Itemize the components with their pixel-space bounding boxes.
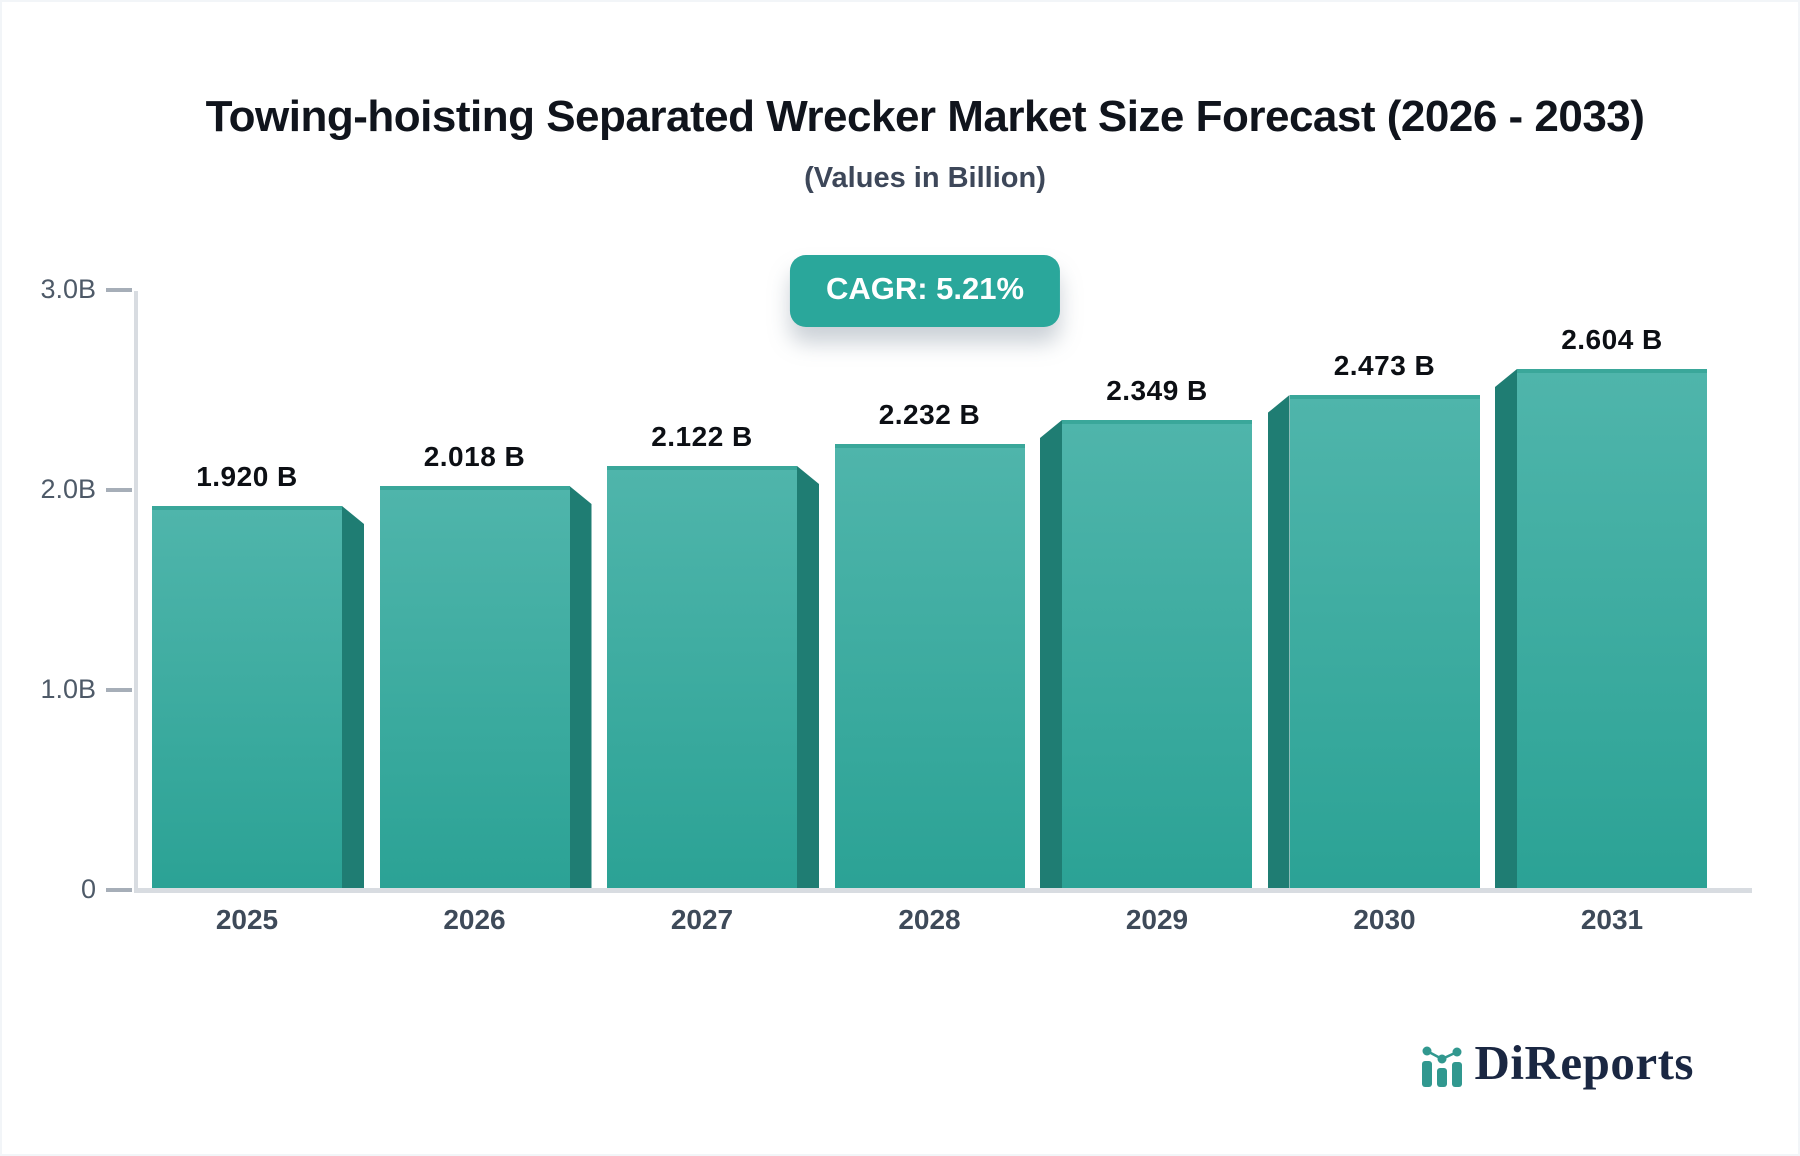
page-subtitle: (Values in Billion) [804, 162, 1046, 194]
bar-value-label: 2.473 B [1333, 350, 1436, 381]
bar-2031 [1517, 369, 1707, 890]
bar-side-face [1495, 369, 1517, 890]
bar-2030 [1289, 395, 1480, 890]
x-axis-line [134, 888, 1752, 893]
x-axis-label-2029: 2029 [1125, 904, 1189, 935]
bar-side-face [569, 486, 592, 890]
y-tick-mark [106, 888, 132, 892]
x-axis-label-2025: 2025 [215, 904, 279, 935]
logo-brand-text: DiReports [1474, 1035, 1694, 1090]
y-tick-label: 3.0B [40, 274, 96, 304]
bar-value-label: 2.018 B [423, 441, 526, 472]
cagr-badge: CAGR: 5.21% [789, 255, 1061, 327]
bar-side-face [342, 506, 364, 890]
y-tick-label: 1.0B [40, 674, 96, 704]
bar-2028 [834, 444, 1025, 890]
bar-2029 [1062, 420, 1252, 890]
x-axis-label-2028: 2028 [898, 904, 961, 935]
bar-side-face [797, 466, 819, 890]
y-tick-mark [106, 488, 132, 492]
bar-2026 [379, 486, 570, 890]
bar-value-label: 2.122 B [651, 421, 753, 452]
x-axis-label-2027: 2027 [670, 904, 734, 935]
x-axis-label-2030: 2030 [1353, 904, 1416, 935]
bar-value-label: 2.232 B [878, 399, 981, 430]
y-axis-line [134, 291, 138, 892]
x-axis-label-2026: 2026 [443, 904, 506, 935]
page-title: Towing-hoisting Separated Wrecker Market… [205, 92, 1645, 141]
bar-side-face [1267, 395, 1290, 890]
y-tick-mark [106, 688, 132, 692]
bar-value-label: 1.920 B [196, 461, 298, 492]
bar-2027 [607, 466, 797, 890]
y-tick-mark [106, 288, 132, 292]
y-tick-label: 2.0B [40, 474, 96, 504]
bar-value-label: 2.604 B [1561, 324, 1663, 355]
x-axis-label-2031: 2031 [1580, 904, 1644, 935]
bar-side-face [1040, 420, 1062, 890]
bar-chart-icon [1422, 1046, 1463, 1087]
bar-2025 [152, 506, 342, 890]
y-tick-label: 0 [80, 874, 96, 904]
direports-logo: DiReports [1419, 1034, 1694, 1091]
bar-value-label: 2.349 B [1106, 375, 1208, 406]
